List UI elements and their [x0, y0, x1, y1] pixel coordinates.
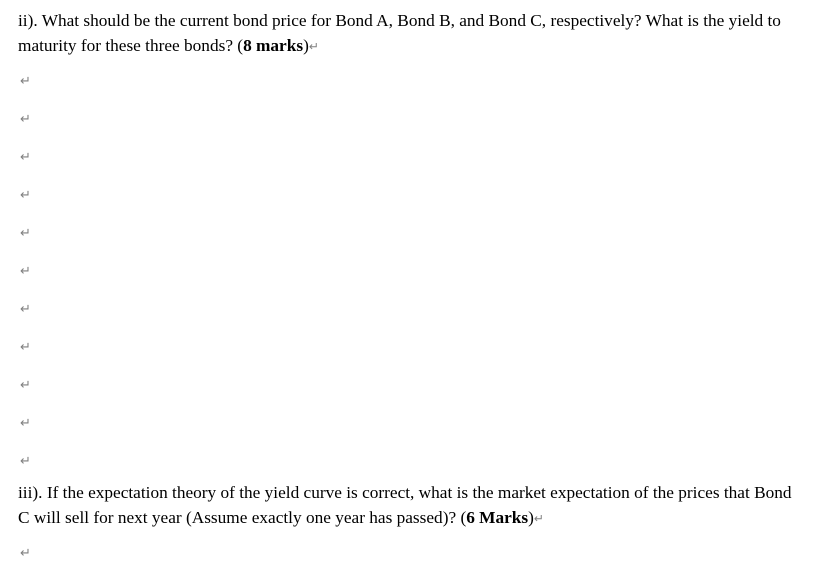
return-icon: ↵: [20, 453, 31, 469]
empty-paragraph: ↵: [18, 534, 805, 572]
empty-paragraph: ↵: [18, 138, 805, 176]
return-icon: ↵: [20, 415, 31, 431]
answer-space-ii: ↵ ↵ ↵ ↵ ↵ ↵ ↵ ↵ ↵ ↵ ↵: [18, 62, 805, 480]
empty-paragraph: ↵: [18, 176, 805, 214]
return-icon: ↵: [20, 225, 31, 241]
question-iii-prefix: iii).: [18, 483, 47, 502]
empty-paragraph: ↵: [18, 366, 805, 404]
return-icon: ↵: [20, 545, 31, 561]
empty-paragraph: ↵: [18, 290, 805, 328]
return-icon: ↵: [20, 111, 31, 127]
empty-paragraph: ↵: [18, 328, 805, 366]
question-iii-marks: 6 Marks: [466, 508, 528, 527]
return-icon: ↵: [20, 73, 31, 89]
empty-paragraph: ↵: [18, 62, 805, 100]
question-iii-text-1: If the expectation theory of the yield c…: [18, 483, 792, 527]
return-icon: ↵: [20, 187, 31, 203]
question-ii-marks: 8 marks: [243, 36, 303, 55]
question-iii: iii). If the expectation theory of the y…: [18, 480, 805, 530]
empty-paragraph: ↵: [18, 442, 805, 480]
return-icon: ↵: [20, 263, 31, 279]
return-icon: ↵: [20, 149, 31, 165]
empty-paragraph: ↵: [18, 214, 805, 252]
return-icon: ↵: [20, 301, 31, 317]
empty-paragraph: ↵: [18, 404, 805, 442]
question-ii-text-1: What should be the current bond price fo…: [18, 11, 781, 55]
empty-paragraph: ↵: [18, 100, 805, 138]
question-ii-prefix: ii).: [18, 11, 42, 30]
return-icon: ↵: [20, 377, 31, 393]
return-icon: ↵: [309, 39, 319, 53]
question-ii: ii). What should be the current bond pri…: [18, 8, 805, 58]
document-page: ii). What should be the current bond pri…: [0, 0, 823, 572]
empty-paragraph: ↵: [18, 252, 805, 290]
return-icon: ↵: [534, 512, 544, 526]
return-icon: ↵: [20, 339, 31, 355]
